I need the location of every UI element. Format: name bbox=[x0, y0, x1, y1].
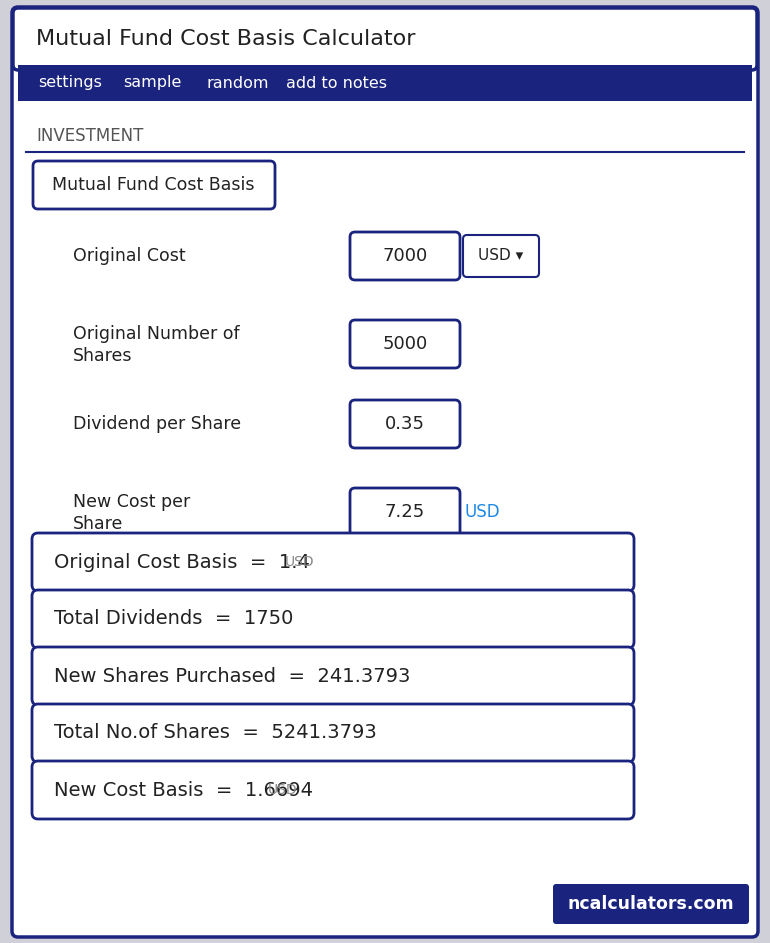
FancyBboxPatch shape bbox=[32, 761, 634, 819]
Text: Mutual Fund Cost Basis: Mutual Fund Cost Basis bbox=[52, 176, 255, 194]
FancyBboxPatch shape bbox=[350, 320, 460, 368]
Text: random: random bbox=[206, 75, 269, 91]
FancyBboxPatch shape bbox=[350, 400, 460, 448]
FancyBboxPatch shape bbox=[350, 488, 460, 536]
Text: USD: USD bbox=[268, 783, 298, 797]
Text: 7.25: 7.25 bbox=[385, 503, 425, 521]
Text: Mutual Fund Cost Basis Calculator: Mutual Fund Cost Basis Calculator bbox=[36, 29, 416, 49]
FancyBboxPatch shape bbox=[32, 704, 634, 762]
Text: Total Dividends  =  1750: Total Dividends = 1750 bbox=[54, 609, 293, 628]
FancyBboxPatch shape bbox=[18, 65, 752, 101]
Text: Total No.of Shares  =  5241.3793: Total No.of Shares = 5241.3793 bbox=[54, 723, 377, 742]
Text: 5000: 5000 bbox=[383, 335, 427, 353]
Text: 7000: 7000 bbox=[383, 247, 427, 265]
FancyBboxPatch shape bbox=[553, 884, 749, 924]
Text: ncalculators.com: ncalculators.com bbox=[567, 895, 735, 913]
FancyBboxPatch shape bbox=[32, 533, 634, 591]
Text: 0.35: 0.35 bbox=[385, 415, 425, 433]
Text: INVESTMENT: INVESTMENT bbox=[36, 127, 143, 145]
Text: Original Cost: Original Cost bbox=[73, 247, 186, 265]
Text: New Cost per: New Cost per bbox=[73, 493, 190, 511]
Text: New Shares Purchased  =  241.3793: New Shares Purchased = 241.3793 bbox=[54, 667, 410, 686]
Text: settings: settings bbox=[38, 75, 102, 91]
FancyBboxPatch shape bbox=[32, 590, 634, 648]
Text: USD: USD bbox=[465, 503, 500, 521]
FancyBboxPatch shape bbox=[350, 232, 460, 280]
Text: Share: Share bbox=[73, 515, 123, 533]
FancyBboxPatch shape bbox=[33, 161, 275, 209]
Text: USD: USD bbox=[285, 555, 314, 569]
Text: USD ▾: USD ▾ bbox=[478, 249, 524, 263]
Text: Original Number of: Original Number of bbox=[73, 325, 239, 343]
Text: Original Cost Basis  =  1.4: Original Cost Basis = 1.4 bbox=[54, 553, 310, 571]
FancyBboxPatch shape bbox=[13, 8, 757, 70]
Text: sample: sample bbox=[123, 75, 182, 91]
Text: add to notes: add to notes bbox=[286, 75, 387, 91]
Text: Shares: Shares bbox=[73, 347, 132, 365]
FancyBboxPatch shape bbox=[463, 235, 539, 277]
Text: New Cost Basis  =  1.6694: New Cost Basis = 1.6694 bbox=[54, 781, 313, 800]
Text: Dividend per Share: Dividend per Share bbox=[73, 415, 241, 433]
FancyBboxPatch shape bbox=[12, 7, 758, 937]
FancyBboxPatch shape bbox=[32, 647, 634, 705]
